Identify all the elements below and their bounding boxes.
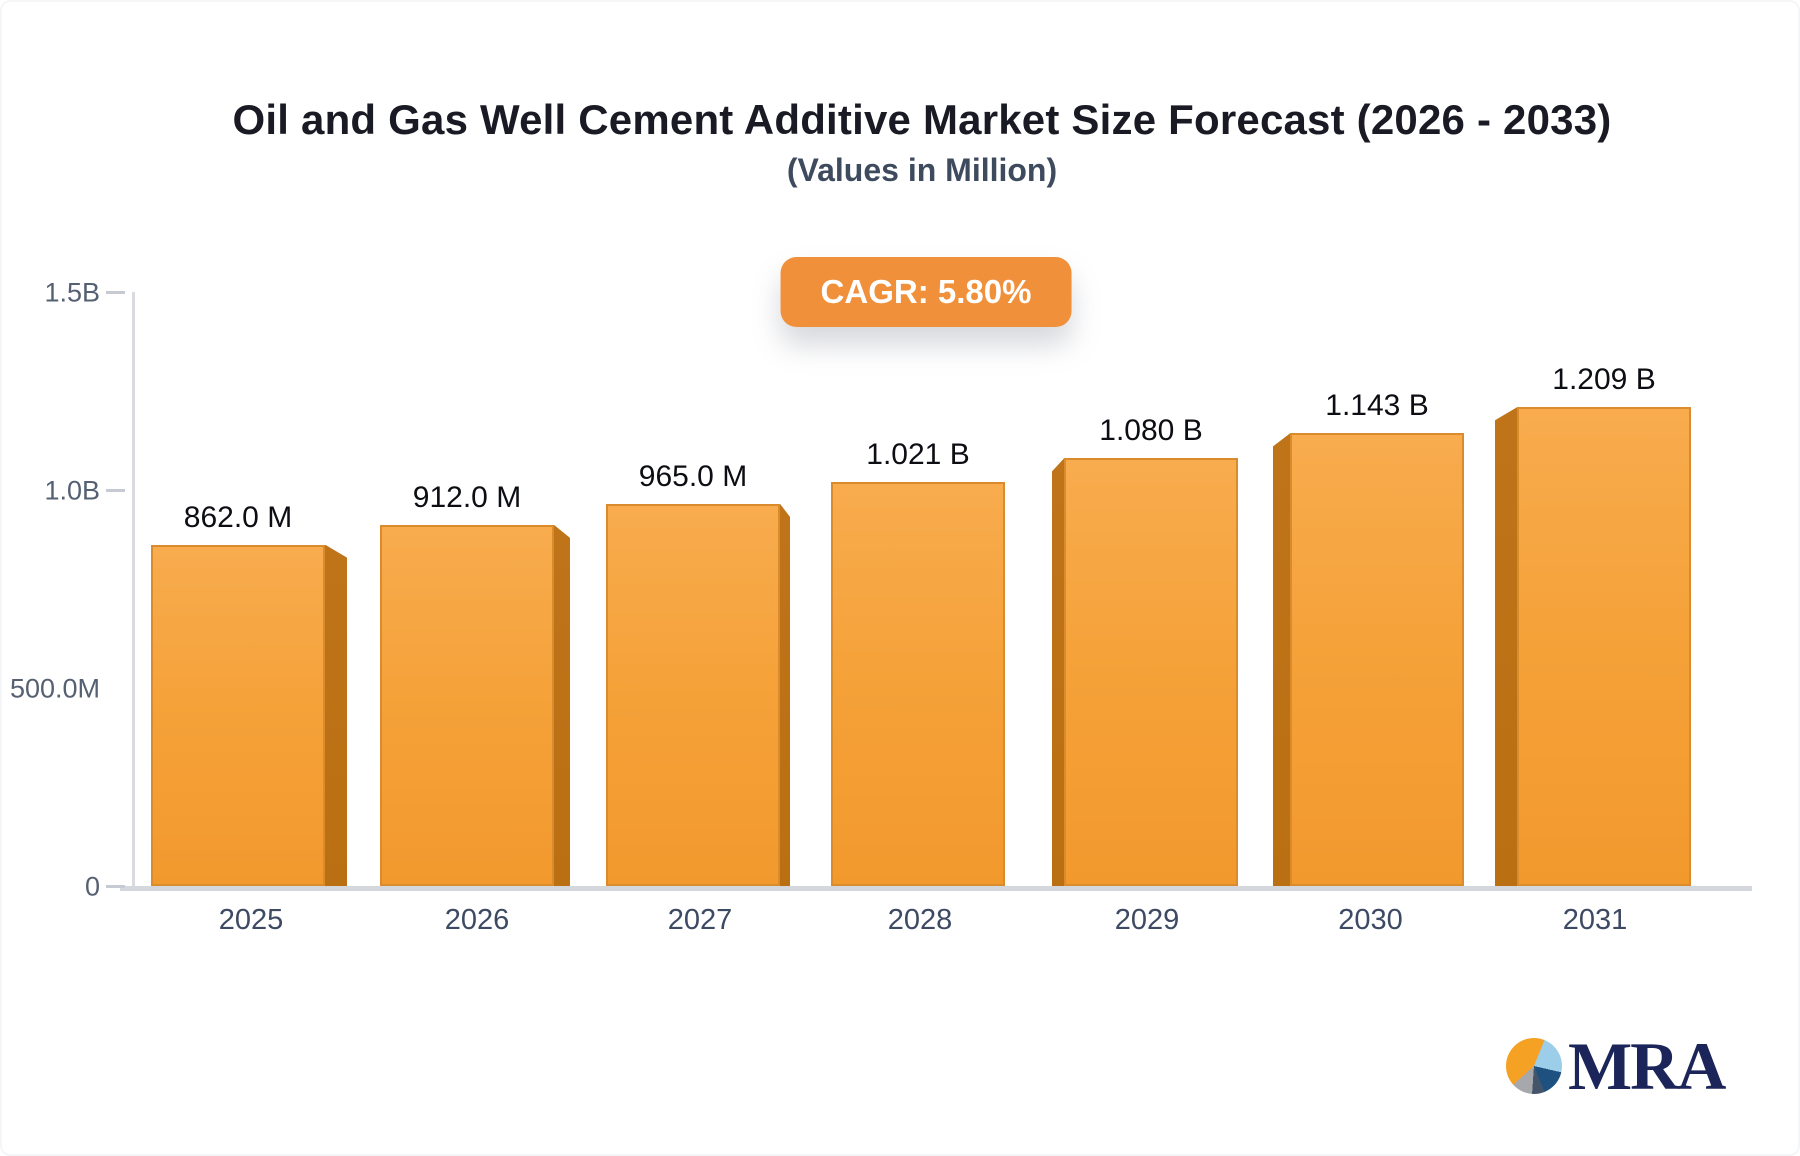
logo-text: MRA bbox=[1568, 1028, 1726, 1104]
x-axis-label-2030: 2030 bbox=[1338, 904, 1403, 936]
cagr-badge: CAGR: 5.80% bbox=[780, 257, 1072, 327]
bar-side-3d bbox=[1052, 458, 1064, 886]
bar-side-3d bbox=[554, 524, 570, 886]
bar-value-label: 1.209 B bbox=[1552, 363, 1656, 397]
pie-chart-logo-icon bbox=[1506, 1038, 1562, 1094]
bar-side-3d bbox=[325, 544, 347, 886]
y-tick-mark bbox=[106, 291, 125, 294]
y-tick-label: 1.5B bbox=[44, 277, 100, 308]
bar-2028: 1.021 B bbox=[831, 438, 1005, 886]
bar-face bbox=[1290, 433, 1464, 886]
y-tick-label: 1.0B bbox=[44, 475, 100, 506]
x-axis-label-2025: 2025 bbox=[218, 904, 284, 936]
x-axis-label-2029: 2029 bbox=[1114, 904, 1180, 936]
x-axis-label-2028: 2028 bbox=[887, 904, 953, 936]
bar-value-label: 862.0 M bbox=[183, 500, 293, 534]
y-tick-label: 500.0M bbox=[9, 673, 100, 704]
bar-value-label: 965.0 M bbox=[638, 459, 748, 493]
x-axis-label-2031: 2031 bbox=[1562, 904, 1628, 936]
y-tick-mark bbox=[106, 489, 125, 492]
bar-2026: 912.0 M bbox=[380, 481, 570, 886]
x-axis-label-2027: 2027 bbox=[667, 904, 733, 936]
bar-face bbox=[151, 544, 325, 886]
bar-value-label: 1.080 B bbox=[1099, 414, 1203, 448]
y-axis-line bbox=[132, 292, 135, 888]
y-tick-mark bbox=[106, 885, 125, 888]
brand-logo: MRA bbox=[1506, 1028, 1726, 1104]
bar-face bbox=[1064, 458, 1238, 886]
bar-side-3d bbox=[780, 503, 790, 886]
bar-side-3d bbox=[1273, 433, 1290, 886]
bar-face bbox=[606, 503, 780, 886]
chart-subtitle: (Values in Million) bbox=[786, 152, 1058, 188]
bar-face bbox=[831, 481, 1005, 886]
bar-2025: 862.0 M bbox=[151, 501, 347, 886]
chart-title: Oil and Gas Well Cement Additive Market … bbox=[232, 96, 1612, 143]
y-tick-label: 0 bbox=[84, 871, 100, 902]
bar-side-3d bbox=[1495, 407, 1517, 886]
bar-2027: 965.0 M bbox=[606, 460, 790, 886]
bar-2030: 1.143 B bbox=[1273, 389, 1464, 886]
x-axis-label-2026: 2026 bbox=[444, 904, 510, 936]
x-axis-line bbox=[120, 886, 1752, 891]
bar-2031: 1.209 B bbox=[1495, 363, 1691, 886]
bar-2029: 1.080 B bbox=[1052, 414, 1238, 886]
bar-value-label: 1.021 B bbox=[866, 437, 970, 471]
bar-value-label: 912.0 M bbox=[412, 480, 522, 514]
bar-face bbox=[380, 524, 554, 886]
bar-value-label: 1.143 B bbox=[1325, 389, 1429, 423]
bar-face bbox=[1517, 407, 1691, 886]
